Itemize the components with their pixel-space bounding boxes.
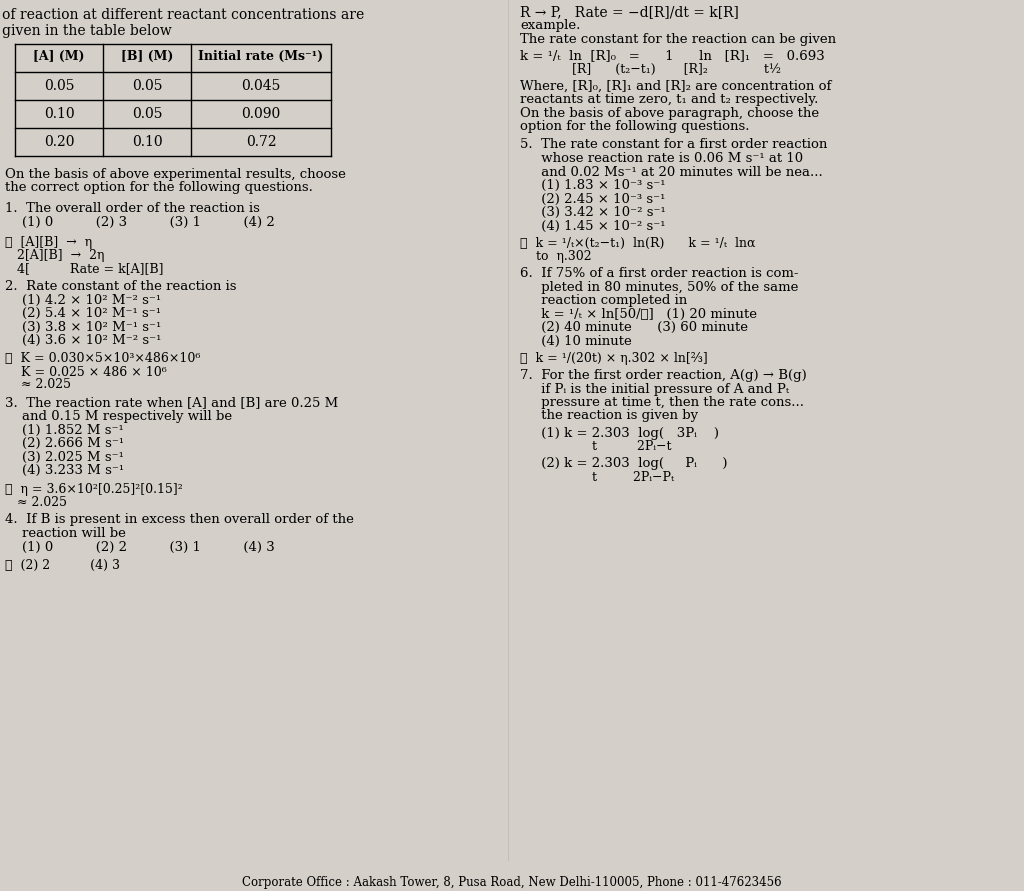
Text: t         2Pᵢ−Pₜ: t 2Pᵢ−Pₜ — [520, 471, 674, 484]
Text: 4[          Rate = k[A][B]: 4[ Rate = k[A][B] — [5, 262, 164, 275]
Text: and 0.15 M respectively will be: and 0.15 M respectively will be — [5, 410, 232, 423]
Text: K = 0.025 × 486 × 10⁶: K = 0.025 × 486 × 10⁶ — [5, 365, 167, 379]
Text: [R]      (t₂−t₁)       [R]₂              t½: [R] (t₂−t₁) [R]₂ t½ — [520, 62, 781, 76]
Text: Initial rate (Ms⁻¹): Initial rate (Ms⁻¹) — [199, 50, 324, 63]
Text: reaction will be: reaction will be — [5, 527, 126, 540]
Text: (2) 40 minute      (3) 60 minute: (2) 40 minute (3) 60 minute — [520, 321, 748, 334]
Text: (1) k = 2.303  log(   3Pᵢ    ): (1) k = 2.303 log( 3Pᵢ ) — [520, 427, 719, 440]
Text: Corporate Office : Aakash Tower, 8, Pusa Road, New Delhi-110005, Phone : 011-476: Corporate Office : Aakash Tower, 8, Pusa… — [243, 876, 781, 889]
Text: 0.05: 0.05 — [132, 107, 162, 121]
Text: the reaction is given by: the reaction is given by — [520, 410, 698, 422]
Text: R → P,   Rate = −d[R]/dt = k[R]: R → P, Rate = −d[R]/dt = k[R] — [520, 5, 739, 19]
Text: (3) 3.42 × 10⁻² s⁻¹: (3) 3.42 × 10⁻² s⁻¹ — [520, 206, 666, 219]
Text: 2.  Rate constant of the reaction is: 2. Rate constant of the reaction is — [5, 280, 237, 293]
Text: 0.10: 0.10 — [132, 135, 163, 149]
Text: the correct option for the following questions.: the correct option for the following que… — [5, 182, 313, 194]
Text: [B] (M): [B] (M) — [121, 50, 173, 63]
Text: 0.10: 0.10 — [44, 107, 75, 121]
Text: pleted in 80 minutes, 50% of the same: pleted in 80 minutes, 50% of the same — [520, 281, 799, 293]
Text: 0.05: 0.05 — [44, 79, 75, 93]
Text: ✓  (2) 2          (4) 3: ✓ (2) 2 (4) 3 — [5, 559, 120, 572]
Text: The rate constant for the reaction can be given: The rate constant for the reaction can b… — [520, 32, 837, 45]
Text: reactants at time zero, t₁ and t₂ respectively.: reactants at time zero, t₁ and t₂ respec… — [520, 93, 818, 106]
Text: to  η.302: to η.302 — [520, 250, 592, 263]
Text: 5.  The rate constant for a first order reaction: 5. The rate constant for a first order r… — [520, 138, 827, 151]
Text: ≈ 2.025: ≈ 2.025 — [5, 495, 67, 509]
Text: (4) 3.6 × 10² M⁻² s⁻¹: (4) 3.6 × 10² M⁻² s⁻¹ — [5, 334, 162, 347]
Text: 7.  For the first order reaction, A(g) → B(g): 7. For the first order reaction, A(g) → … — [520, 369, 807, 382]
Text: (2) 5.4 × 10² M⁻¹ s⁻¹: (2) 5.4 × 10² M⁻¹ s⁻¹ — [5, 307, 161, 320]
Text: given in the table below: given in the table below — [2, 24, 172, 38]
Text: 0.05: 0.05 — [132, 79, 162, 93]
Text: reaction completed in: reaction completed in — [520, 294, 687, 307]
Text: ≈ 2.025: ≈ 2.025 — [5, 379, 71, 391]
Text: 0.090: 0.090 — [242, 107, 281, 121]
Text: ✓  K = 0.030×5×10³×486×10⁶: ✓ K = 0.030×5×10³×486×10⁶ — [5, 353, 201, 365]
Text: On the basis of above experimental results, choose: On the basis of above experimental resul… — [5, 168, 346, 181]
Text: k = ¹/ₜ × ln[50/ℓ]   (1) 20 minute: k = ¹/ₜ × ln[50/ℓ] (1) 20 minute — [520, 307, 757, 321]
Text: t          2Pᵢ−t: t 2Pᵢ−t — [520, 440, 672, 454]
Text: 0.045: 0.045 — [242, 79, 281, 93]
Text: (4) 3.233 M s⁻¹: (4) 3.233 M s⁻¹ — [5, 464, 124, 477]
Text: ✓  k = ¹/(20t) × η.302 × ln[⅔]: ✓ k = ¹/(20t) × η.302 × ln[⅔] — [520, 352, 708, 365]
Text: 2[A][B]  →  2η: 2[A][B] → 2η — [5, 249, 104, 262]
Text: (4) 10 minute: (4) 10 minute — [520, 334, 632, 347]
Text: if Pᵢ is the initial pressure of A and Pₜ: if Pᵢ is the initial pressure of A and P… — [520, 382, 790, 396]
Text: of reaction at different reactant concentrations are: of reaction at different reactant concen… — [2, 8, 365, 22]
Text: 0.20: 0.20 — [44, 135, 75, 149]
Text: 1.  The overall order of the reaction is: 1. The overall order of the reaction is — [5, 202, 260, 215]
Text: ✓  η = 3.6×10²[0.25]²[0.15]²: ✓ η = 3.6×10²[0.25]²[0.15]² — [5, 483, 182, 495]
Text: and 0.02 Ms⁻¹ at 20 minutes will be nea...: and 0.02 Ms⁻¹ at 20 minutes will be nea.… — [520, 166, 822, 178]
Text: (2) k = 2.303  log(     Pᵢ      ): (2) k = 2.303 log( Pᵢ ) — [520, 457, 727, 470]
Text: ✓  k = ¹/ₜ×(t₂−t₁)  ln(R)      k = ¹/ₜ  lnα: ✓ k = ¹/ₜ×(t₂−t₁) ln(R) k = ¹/ₜ lnα — [520, 237, 756, 250]
Text: 4.  If B is present in excess then overall order of the: 4. If B is present in excess then overal… — [5, 513, 354, 527]
Text: (1) 0          (2) 3          (3) 1          (4) 2: (1) 0 (2) 3 (3) 1 (4) 2 — [5, 216, 274, 228]
Text: (3) 2.025 M s⁻¹: (3) 2.025 M s⁻¹ — [5, 451, 124, 463]
Text: 6.  If 75% of a first order reaction is com-: 6. If 75% of a first order reaction is c… — [520, 267, 799, 280]
Text: (1) 0          (2) 2          (3) 1          (4) 3: (1) 0 (2) 2 (3) 1 (4) 3 — [5, 541, 274, 553]
Text: (2) 2.666 M s⁻¹: (2) 2.666 M s⁻¹ — [5, 437, 124, 450]
Text: 0.72: 0.72 — [246, 135, 276, 149]
Text: (1) 4.2 × 10² M⁻² s⁻¹: (1) 4.2 × 10² M⁻² s⁻¹ — [5, 293, 161, 307]
Text: (3) 3.8 × 10² M⁻¹ s⁻¹: (3) 3.8 × 10² M⁻¹ s⁻¹ — [5, 321, 161, 333]
Text: option for the following questions.: option for the following questions. — [520, 120, 750, 133]
Text: Where, [R]₀, [R]₁ and [R]₂ are concentration of: Where, [R]₀, [R]₁ and [R]₂ are concentra… — [520, 79, 831, 93]
Text: On the basis of above paragraph, choose the: On the basis of above paragraph, choose … — [520, 107, 819, 119]
Text: (1) 1.83 × 10⁻³ s⁻¹: (1) 1.83 × 10⁻³ s⁻¹ — [520, 179, 666, 192]
Text: 3.  The reaction rate when [A] and [B] are 0.25 M: 3. The reaction rate when [A] and [B] ar… — [5, 396, 338, 410]
Text: example.: example. — [520, 19, 581, 32]
Text: [A] (M): [A] (M) — [33, 50, 85, 63]
Text: (2) 2.45 × 10⁻³ s⁻¹: (2) 2.45 × 10⁻³ s⁻¹ — [520, 192, 666, 206]
Text: pressure at time t, then the rate cons...: pressure at time t, then the rate cons..… — [520, 396, 804, 409]
Text: (1) 1.852 M s⁻¹: (1) 1.852 M s⁻¹ — [5, 423, 124, 437]
Text: k = ¹/ₜ  ln  [R]₀   =      1      ln   [R]₁   =   0.693: k = ¹/ₜ ln [R]₀ = 1 ln [R]₁ = 0.693 — [520, 49, 824, 62]
Text: (4) 1.45 × 10⁻² s⁻¹: (4) 1.45 × 10⁻² s⁻¹ — [520, 219, 666, 233]
Text: ✓  [A][B]  →  η: ✓ [A][B] → η — [5, 236, 92, 249]
Text: whose reaction rate is 0.06 M s⁻¹ at 10: whose reaction rate is 0.06 M s⁻¹ at 10 — [520, 152, 803, 165]
